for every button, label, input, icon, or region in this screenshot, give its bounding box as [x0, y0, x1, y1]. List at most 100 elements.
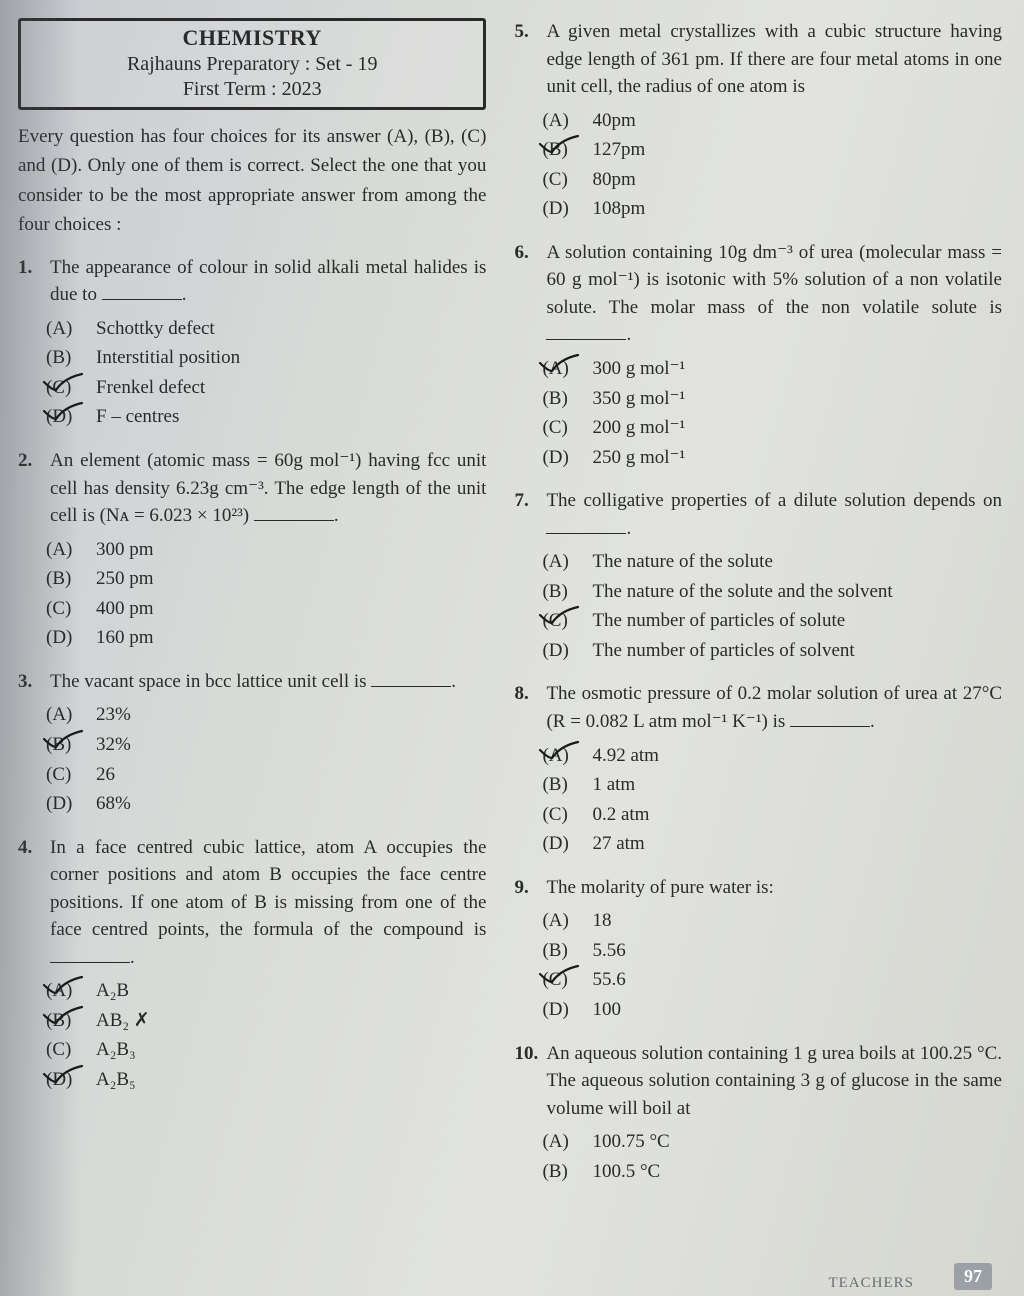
question-number: 4.: [18, 834, 42, 972]
choice-option[interactable]: (C)A₂B₃: [46, 1036, 486, 1064]
term-info: First Term : 2023: [31, 78, 473, 101]
choice-value: 32%: [96, 731, 486, 759]
choice-option[interactable]: (A)23%: [46, 701, 486, 729]
tick-mark-icon: [42, 1064, 84, 1086]
choice-option[interactable]: (A)300 pm: [46, 536, 486, 564]
choice-option[interactable]: (A)300 g mol⁻¹: [542, 355, 1002, 383]
question: 1.The appearance of colour in solid alka…: [18, 254, 486, 431]
choice-option[interactable]: (A) 18: [542, 907, 1002, 935]
choice-value: 250 pm: [96, 565, 486, 593]
choice-label: (A): [46, 315, 84, 343]
choice-label: (A): [542, 107, 580, 135]
choice-label: (B): [542, 578, 580, 606]
choice-option[interactable]: (B)1 atm: [542, 771, 1002, 799]
choices-list: (A)The nature of the solute(B)The nature…: [514, 548, 1002, 664]
set-info: Rajhauns Preparatory : Set - 19: [31, 53, 473, 76]
choice-label: (D): [542, 195, 580, 223]
choice-value: 27 atm: [592, 830, 1002, 858]
choice-option[interactable]: (C)Frenkel defect: [46, 374, 486, 402]
choice-label: (C): [542, 607, 580, 635]
choice-option[interactable]: (C)55.6: [542, 966, 1002, 994]
choice-option[interactable]: (D)100: [542, 996, 1002, 1024]
choice-option[interactable]: (C)200 g mol⁻¹: [542, 414, 1002, 442]
choice-option[interactable]: (A)4.92 atm: [542, 742, 1002, 770]
choice-option[interactable]: (B) 250 pm: [46, 565, 486, 593]
right-questions: 5.A given metal crystallizes with a cubi…: [514, 18, 1002, 1185]
choice-option[interactable]: (D)68%: [46, 790, 486, 818]
choice-option[interactable]: (B)100.5 °C: [542, 1158, 1002, 1186]
choice-label: (C): [46, 1036, 84, 1064]
choice-label: (B): [46, 565, 84, 593]
choice-option[interactable]: (D)250 g mol⁻¹: [542, 444, 1002, 472]
choice-label: (B): [46, 1007, 84, 1035]
choice-option[interactable]: (A)The nature of the solute: [542, 548, 1002, 576]
tick-mark-icon: [42, 1005, 84, 1027]
left-questions: 1.The appearance of colour in solid alka…: [18, 254, 486, 1094]
question: 2.An element (atomic mass = 60g mol⁻¹) h…: [18, 447, 486, 652]
tick-mark-icon: [42, 372, 84, 394]
question: 4.In a face centred cubic lattice, atom …: [18, 834, 486, 1094]
choice-value: 1 atm: [592, 771, 1002, 799]
choice-option[interactable]: (D)The number of particles of solvent: [542, 637, 1002, 665]
choice-value: 250 g mol⁻¹: [592, 444, 1002, 472]
choice-option[interactable]: (B)32%: [46, 731, 486, 759]
choice-value: 127pm: [592, 136, 1002, 164]
choice-value: 18: [592, 907, 1002, 935]
choice-value: The nature of the solute: [592, 548, 1002, 576]
tick-mark-icon: [42, 975, 84, 997]
question-text: The vacant space in bcc lattice unit cel…: [50, 668, 486, 696]
choice-value: AB₂ ✗: [96, 1007, 486, 1035]
choice-option[interactable]: (D)F – centres: [46, 403, 486, 431]
choice-value: 300 g mol⁻¹: [592, 355, 1002, 383]
tick-mark-icon: [42, 729, 84, 751]
choice-option[interactable]: (C)80pm: [542, 166, 1002, 194]
choice-option[interactable]: (C) 26: [46, 761, 486, 789]
choice-option[interactable]: (B)The nature of the solute and the solv…: [542, 578, 1002, 606]
choice-label: (B): [46, 344, 84, 372]
choice-option[interactable]: (C)The number of particles of solute: [542, 607, 1002, 635]
choices-list: (A)100.75 °C(B)100.5 °C: [514, 1128, 1002, 1185]
choice-option[interactable]: (D)27 atm: [542, 830, 1002, 858]
choice-option[interactable]: (B)127pm: [542, 136, 1002, 164]
choice-option[interactable]: (D)108pm: [542, 195, 1002, 223]
choice-label: (C): [46, 374, 84, 402]
choice-label: (A): [542, 907, 580, 935]
choice-option[interactable]: (B)Interstitial position: [46, 344, 486, 372]
subject-title: CHEMISTRY: [31, 25, 473, 51]
choice-label: (C): [46, 761, 84, 789]
choice-option[interactable]: (D)160 pm: [46, 624, 486, 652]
choices-list: (A) 18(B)5.56(C)55.6(D)100: [514, 907, 1002, 1023]
choice-option[interactable]: (C)400 pm: [46, 595, 486, 623]
tick-mark-icon: [538, 353, 580, 375]
question: 10.An aqueous solution containing 1 g ur…: [514, 1040, 1002, 1186]
question-text: In a face centred cubic lattice, atom A …: [50, 834, 486, 972]
page-number: 97: [954, 1263, 992, 1290]
choices-list: (A)40pm(B)127pm(C)80pm(D)108pm: [514, 107, 1002, 223]
question-number: 2.: [18, 447, 42, 530]
question: 3.The vacant space in bcc lattice unit c…: [18, 668, 486, 818]
left-column: CHEMISTRY Rajhauns Preparatory : Set - 1…: [18, 18, 486, 1201]
choice-value: 300 pm: [96, 536, 486, 564]
question: 5.A given metal crystallizes with a cubi…: [514, 18, 1002, 223]
choice-option[interactable]: (A)Schottky defect: [46, 315, 486, 343]
choice-label: (A): [46, 701, 84, 729]
instructions-text: Every question has four choices for its …: [18, 122, 486, 240]
choice-option[interactable]: (A)100.75 °C: [542, 1128, 1002, 1156]
choice-option[interactable]: (D)A₂B₅: [46, 1066, 486, 1094]
exam-header: CHEMISTRY Rajhauns Preparatory : Set - 1…: [18, 18, 486, 110]
choice-option[interactable]: (A)A₂B: [46, 977, 486, 1005]
choices-list: (A)23%(B)32%(C) 26(D)68%: [18, 701, 486, 817]
choice-value: 26: [96, 761, 486, 789]
choice-option[interactable]: (B)350 g mol⁻¹: [542, 385, 1002, 413]
choice-value: 400 pm: [96, 595, 486, 623]
choice-value: 160 pm: [96, 624, 486, 652]
choice-value: 350 g mol⁻¹: [592, 385, 1002, 413]
choice-value: F – centres: [96, 403, 486, 431]
choice-option[interactable]: (C)0.2 atm: [542, 801, 1002, 829]
exam-page: CHEMISTRY Rajhauns Preparatory : Set - 1…: [18, 18, 1002, 1201]
choices-list: (A)300 g mol⁻¹(B)350 g mol⁻¹(C)200 g mol…: [514, 355, 1002, 471]
choice-label: (C): [542, 166, 580, 194]
choice-option[interactable]: (A)40pm: [542, 107, 1002, 135]
choice-option[interactable]: (B)5.56: [542, 937, 1002, 965]
choice-option[interactable]: (B) AB₂ ✗: [46, 1007, 486, 1035]
